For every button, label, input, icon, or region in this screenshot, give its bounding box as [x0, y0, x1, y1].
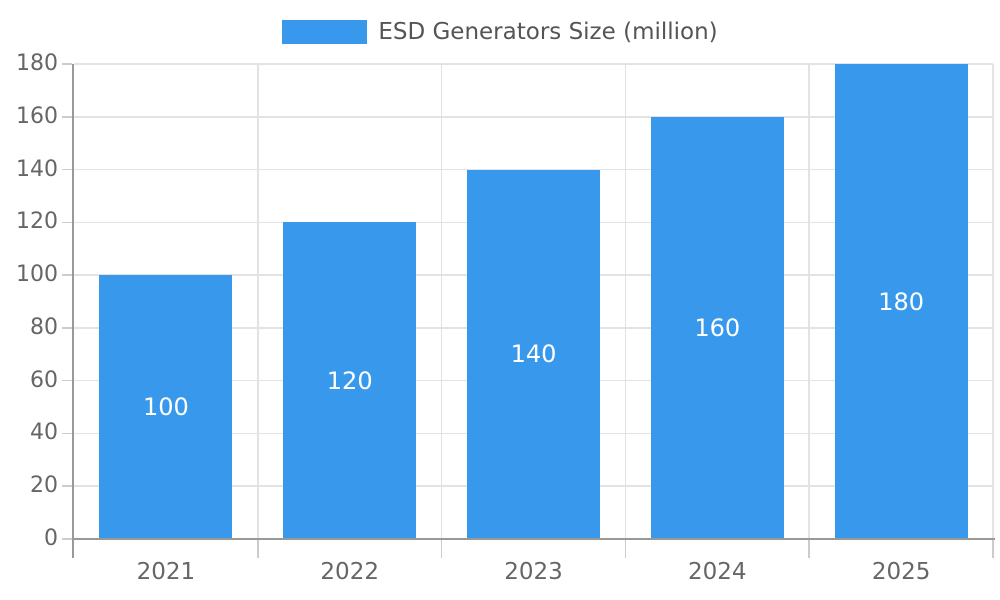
bar[interactable]: 180 [834, 64, 968, 539]
y-axis-tick-label: 80 [30, 314, 58, 340]
gridline-horizontal [74, 63, 993, 65]
y-axis-tick [62, 485, 72, 487]
bar-value-label: 120 [326, 366, 373, 395]
plot-area: 100 120 140 160 180 [74, 63, 994, 539]
x-axis-tick [257, 540, 259, 558]
y-axis-tick [62, 432, 72, 435]
bar[interactable]: 120 [283, 222, 417, 539]
y-axis-tick [62, 274, 72, 276]
y-axis-tick-label: 180 [16, 51, 58, 76]
y-axis-tick [62, 538, 72, 540]
legend[interactable]: ESD Generators Size (million) [0, 19, 1000, 45]
y-axis-tick [62, 63, 72, 65]
y-axis-tick-label: 60 [30, 367, 58, 393]
y-axis-tick-label: 160 [16, 103, 58, 129]
y-axis-tick-label: 100 [16, 262, 58, 288]
gridline-vertical [257, 64, 259, 539]
y-axis-tick-label: 140 [16, 156, 58, 182]
bar[interactable]: 160 [650, 116, 784, 539]
bar-value-label: 140 [510, 340, 557, 369]
x-axis-tick [808, 540, 810, 558]
y-axis-tick [62, 379, 72, 382]
y-axis-tick [62, 327, 72, 329]
y-axis-tick-label: 20 [30, 473, 58, 499]
gridline-vertical [624, 64, 627, 539]
x-axis-tick-label: 2025 [871, 559, 931, 585]
bar-value-label: 180 [878, 287, 924, 316]
x-axis-tick-label: 2022 [320, 559, 379, 585]
bar-value-label: 160 [694, 313, 741, 342]
x-axis-tick-label: 2021 [136, 559, 196, 585]
x-axis-tick [624, 540, 627, 558]
x-axis-line [72, 538, 995, 540]
gridline-horizontal [74, 168, 993, 171]
legend-swatch [282, 20, 368, 44]
gridline-vertical [992, 64, 994, 539]
x-axis-tick-label: 2023 [504, 559, 563, 585]
y-axis-line [72, 64, 74, 558]
gridline-vertical [440, 64, 443, 539]
y-axis-tick-label: 0 [44, 526, 58, 551]
gridline-horizontal [74, 116, 993, 118]
x-axis-tick-label: 2024 [688, 559, 747, 585]
legend-label: ESD Generators Size (million) [378, 19, 718, 45]
x-axis-tick [440, 540, 443, 558]
bar[interactable]: 100 [99, 275, 233, 539]
x-axis-tick [992, 540, 994, 558]
y-axis-tick [62, 116, 72, 118]
y-axis-tick-label: 120 [16, 209, 58, 235]
y-axis-tick [62, 168, 72, 171]
y-axis-tick [62, 221, 72, 224]
gridline-vertical [808, 64, 810, 539]
bar-value-label: 100 [142, 393, 189, 422]
bar[interactable]: 140 [467, 169, 600, 539]
y-axis-tick-label: 40 [30, 420, 58, 446]
